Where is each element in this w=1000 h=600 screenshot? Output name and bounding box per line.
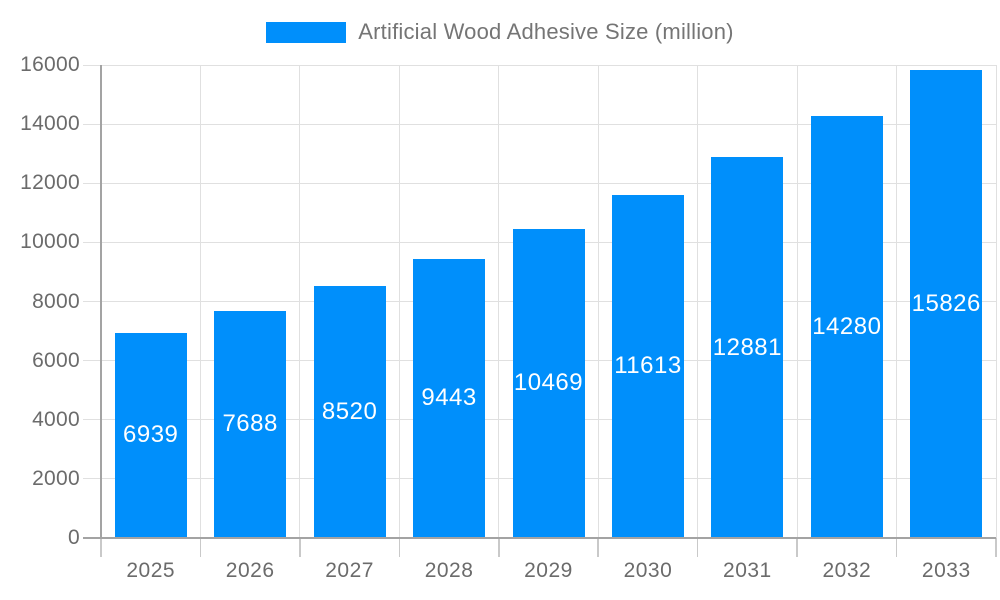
x-axis-tick (498, 538, 500, 557)
y-axis-label: 8000 (32, 289, 80, 313)
x-axis-tick (199, 538, 202, 557)
x-axis-label: 2027 (325, 559, 374, 582)
bar-value-label: 9443 (421, 384, 477, 412)
legend-label: Artificial Wood Adhesive Size (million) (358, 19, 734, 44)
x-axis-label: 2032 (822, 559, 872, 582)
y-axis-label: 0 (68, 526, 80, 549)
bar-2030[interactable]: 11613 (611, 194, 684, 538)
x-axis-label: 2026 (225, 559, 275, 582)
bar-2032[interactable]: 14280 (810, 115, 883, 538)
legend[interactable]: Artificial Wood Adhesive Size (million) (0, 19, 1000, 45)
y-axis-label: 10000 (20, 230, 80, 254)
x-gridline (896, 65, 898, 538)
x-axis-label: 2031 (723, 559, 772, 582)
bar-2028[interactable]: 9443 (413, 258, 486, 538)
x-axis-tick (100, 538, 102, 557)
x-gridline (597, 65, 599, 538)
bar-value-label: 8520 (321, 398, 378, 426)
bar-value-label: 14280 (812, 312, 882, 340)
bar-2027[interactable]: 8520 (313, 286, 386, 538)
x-axis-line (83, 537, 996, 539)
x-gridline (199, 65, 201, 538)
x-gridline (796, 65, 798, 538)
x-gridline (995, 65, 997, 538)
y-axis-line (100, 65, 102, 539)
bar-2025[interactable]: 6939 (114, 332, 187, 538)
x-axis-tick (696, 538, 699, 557)
bar-value-label: 11613 (614, 352, 682, 380)
y-axis-label: 2000 (32, 466, 80, 490)
x-axis-tick (398, 538, 401, 557)
x-gridline (498, 65, 500, 538)
x-axis-label: 2025 (126, 559, 176, 582)
x-axis-tick (796, 538, 798, 557)
bar-value-label: 10469 (513, 369, 584, 397)
bar-2031[interactable]: 12881 (711, 157, 784, 538)
x-axis-label: 2030 (623, 559, 673, 582)
y-gridline (83, 182, 996, 184)
bar-2026[interactable]: 7688 (214, 310, 287, 538)
y-axis-label: 14000 (20, 112, 80, 136)
bar-2033[interactable]: 15826 (910, 70, 983, 538)
x-gridline (697, 65, 699, 538)
y-axis-label: 16000 (20, 53, 80, 76)
bar-value-label: 7688 (222, 410, 278, 438)
bar-value-label: 6939 (123, 421, 179, 449)
y-gridline (83, 123, 996, 125)
x-axis-label: 2028 (424, 559, 474, 582)
x-gridline (299, 65, 301, 538)
bar-value-label: 15826 (911, 290, 981, 318)
y-axis-label: 12000 (20, 171, 80, 195)
x-axis-tick (299, 538, 301, 557)
y-axis-label: 4000 (32, 407, 80, 431)
x-axis-label: 2033 (921, 559, 971, 582)
y-gridline (83, 64, 996, 66)
x-axis-tick (895, 538, 898, 557)
x-axis-tick (597, 538, 599, 557)
x-axis-label: 2029 (524, 559, 573, 582)
y-axis-label: 6000 (32, 348, 80, 372)
bar-2029[interactable]: 10469 (512, 228, 585, 538)
bar-value-label: 12881 (712, 333, 782, 361)
x-gridline (398, 65, 400, 538)
x-axis-tick (995, 538, 997, 557)
legend-swatch (266, 21, 347, 43)
